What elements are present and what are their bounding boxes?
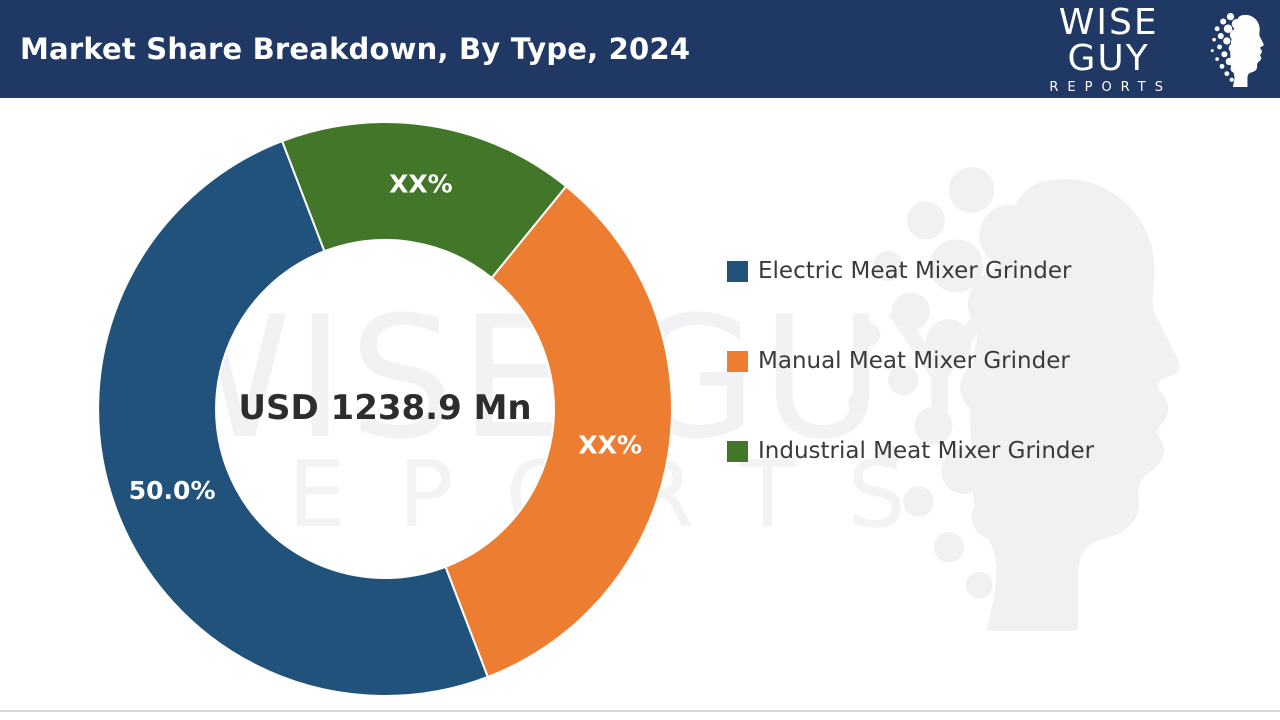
legend-item: Manual Meat Mixer Grinder (727, 348, 1094, 374)
donut-slice (280, 121, 568, 280)
slice-percent-label: 50.0% (129, 476, 216, 505)
header: Market Share Breakdown, By Type, 2024 WI… (0, 0, 1280, 98)
donut-slice (444, 184, 673, 679)
legend-swatch (727, 440, 748, 462)
logo-face-icon (1211, 12, 1265, 88)
bottom-divider (0, 710, 1280, 712)
legend-swatch (727, 350, 748, 372)
wise-guy-logo: WISE GUY REPORTS (1016, 2, 1266, 96)
legend-label: Electric Meat Mixer Grinder (758, 258, 1072, 284)
legend-label: Industrial Meat Mixer Grinder (758, 438, 1095, 464)
logo-reports: REPORTS (1049, 80, 1172, 95)
page-title: Market Share Breakdown, By Type, 2024 (20, 32, 691, 66)
slice-percent-label: XX% (389, 169, 453, 198)
legend-swatch (727, 260, 748, 282)
legend-item: Industrial Meat Mixer Grinder (727, 438, 1094, 464)
logo-wordmark: WISE GUY (1058, 2, 1159, 79)
center-value-label: USD 1238.9 Mn (238, 388, 532, 428)
legend-item: Electric Meat Mixer Grinder (727, 258, 1094, 284)
slice-percent-label: XX% (578, 430, 642, 459)
logo-text: WISE GUY REPORTS (1016, 2, 1201, 96)
donut-slice (97, 139, 490, 697)
legend: Electric Meat Mixer Grinder Manual Meat M… (727, 258, 1094, 528)
legend-label: Manual Meat Mixer Grinder (758, 348, 1070, 374)
donut-chart: 50.0% XX% XX% (97, 121, 673, 697)
